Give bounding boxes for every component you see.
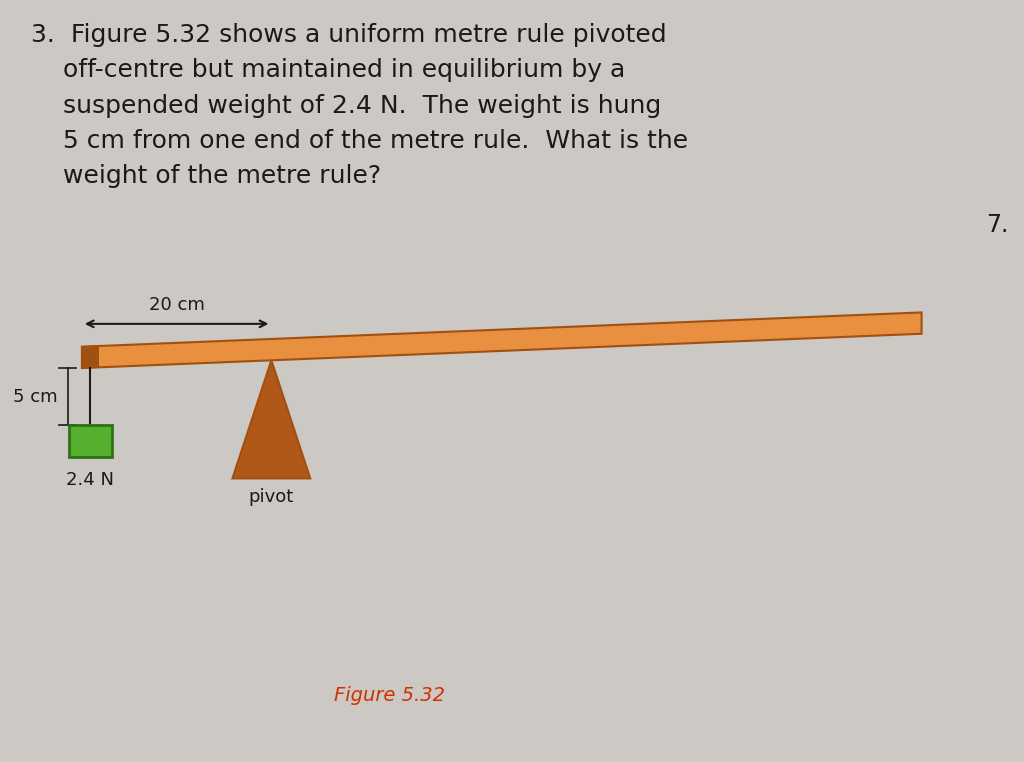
Polygon shape — [82, 346, 98, 368]
Text: Figure 5.32: Figure 5.32 — [334, 686, 444, 705]
Text: pivot: pivot — [249, 488, 294, 505]
Polygon shape — [82, 312, 922, 368]
Polygon shape — [232, 360, 310, 479]
Text: 7.: 7. — [986, 213, 1009, 237]
Text: 5 cm: 5 cm — [12, 388, 57, 405]
Bar — [69, 425, 112, 457]
Text: 2.4 N: 2.4 N — [67, 471, 114, 489]
Text: 3.  Figure 5.32 shows a uniform metre rule pivoted
    off-centre but maintained: 3. Figure 5.32 shows a uniform metre rul… — [31, 23, 688, 188]
Text: 20 cm: 20 cm — [148, 296, 205, 314]
